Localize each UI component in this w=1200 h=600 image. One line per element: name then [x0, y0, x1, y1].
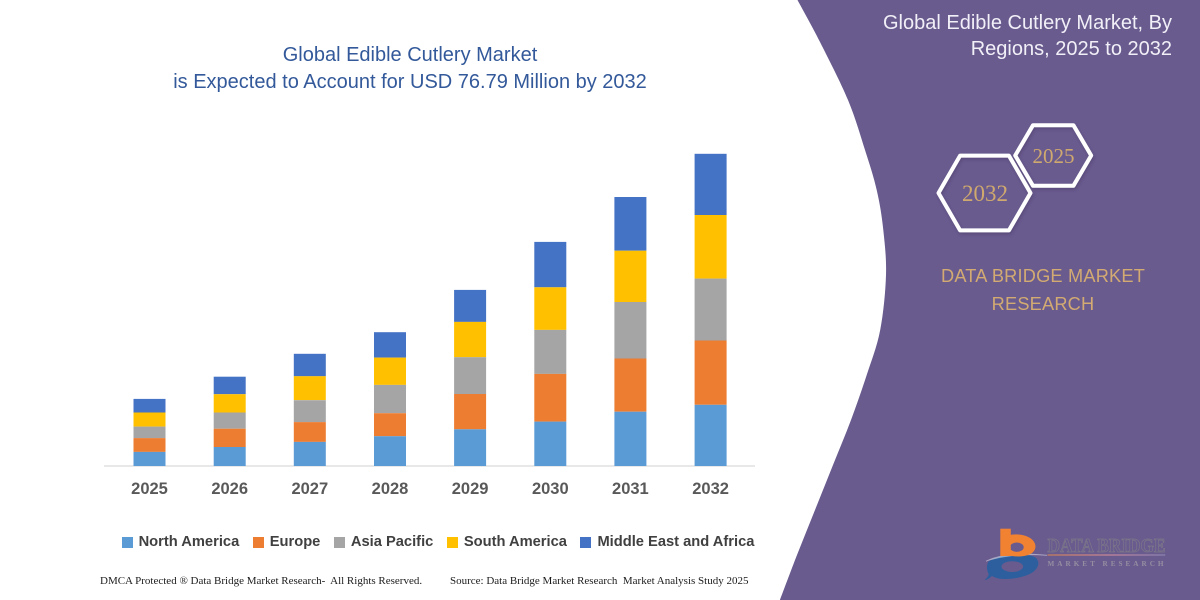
- svg-text:MARKET RESEARCH: MARKET RESEARCH: [1048, 560, 1164, 568]
- svg-text:DATA BRIDGE: DATA BRIDGE: [1048, 535, 1166, 557]
